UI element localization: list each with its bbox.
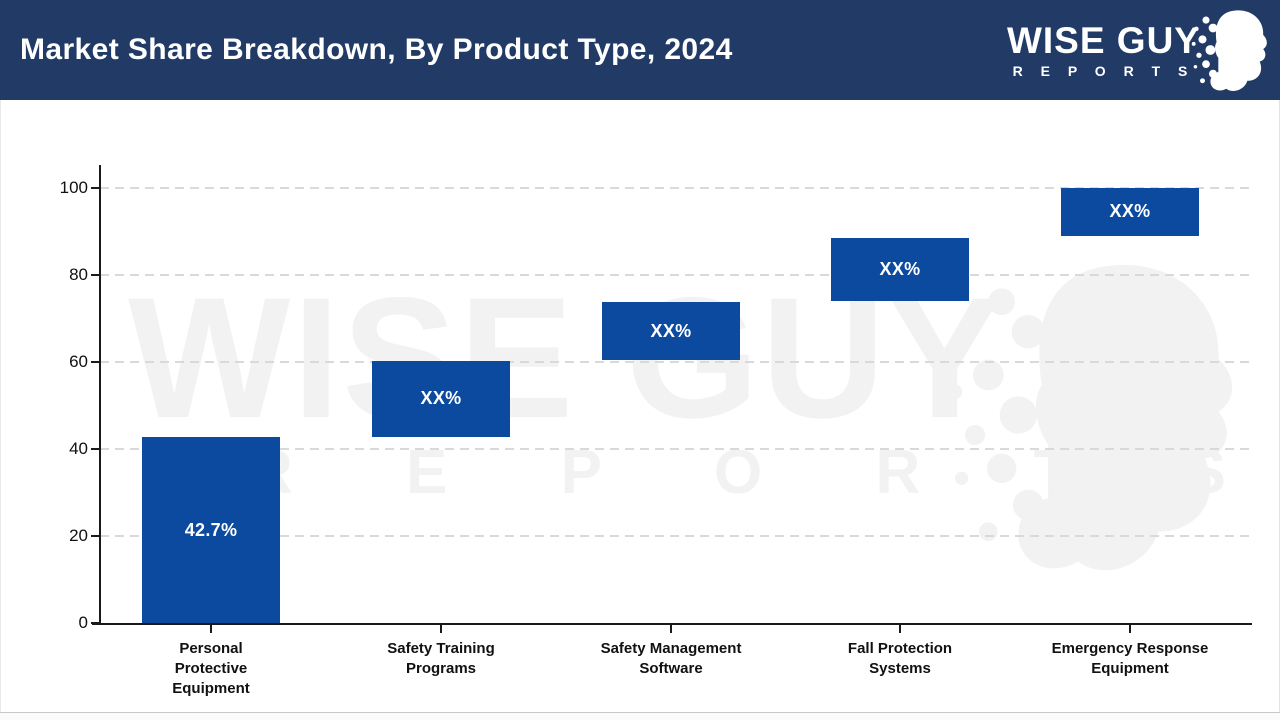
y-tick-label-80: 80 — [69, 265, 88, 284]
x-tick-mark — [210, 625, 212, 633]
bar-segment: XX% — [1061, 188, 1199, 236]
y-tick-label-20: 20 — [69, 526, 88, 545]
gridline-100 — [100, 187, 1252, 189]
wise-guy-reports-logo: WISE GUY R E P O R T S — [1007, 6, 1270, 94]
bar-segment: 42.7% — [142, 437, 280, 623]
bar-segment: XX% — [372, 360, 510, 438]
y-tick-mark-100 — [91, 187, 100, 189]
category-label: Safety Training Programs — [387, 640, 495, 677]
bar-value-label: XX% — [879, 258, 921, 279]
header-bar: Market Share Breakdown, By Product Type,… — [0, 0, 1280, 100]
gridline-40 — [100, 448, 1252, 450]
x-axis-line — [92, 623, 1252, 625]
bar-value-label: 42.7% — [184, 519, 238, 540]
bar-value-label: XX% — [1109, 201, 1151, 222]
logo-text: WISE GUY R E P O R T S — [1007, 22, 1200, 79]
gridline-80 — [100, 274, 1252, 276]
logo-subtitle: R E P O R T S — [1012, 62, 1195, 79]
logo-wordmark: WISE GUY — [1006, 19, 1200, 61]
x-tick-mark — [1129, 625, 1131, 633]
gridline-60 — [100, 361, 1252, 363]
bar-value-label: XX% — [650, 320, 692, 341]
gridline-20 — [100, 535, 1252, 537]
page-title: Market Share Breakdown, By Product Type,… — [20, 33, 733, 66]
y-tick-mark-0 — [91, 622, 100, 624]
category-label: Fall Protection Systems — [847, 640, 953, 677]
category-label: Personal Protective Equipment — [172, 640, 250, 697]
y-tick-mark-60 — [91, 361, 100, 363]
y-axis-line — [99, 165, 101, 625]
bar-segment: XX% — [602, 302, 740, 360]
y-tick-label-60: 60 — [69, 352, 88, 371]
dotted-face-profile-watermark — [947, 264, 1233, 571]
bar-value-label: XX% — [420, 388, 462, 409]
y-tick-label-0: 0 — [78, 613, 88, 632]
bar-segment: XX% — [831, 237, 969, 302]
x-tick-mark — [899, 625, 901, 633]
category-label: Safety Management Software — [600, 640, 742, 677]
x-tick-mark — [670, 625, 672, 633]
dotted-face-profile-icon — [1191, 10, 1267, 92]
x-tick-mark — [440, 625, 442, 633]
y-tick-mark-80 — [91, 274, 100, 276]
category-label: Emergency Response Equipment — [1051, 640, 1209, 677]
y-tick-label-40: 40 — [69, 439, 88, 458]
y-tick-mark-20 — [91, 535, 100, 537]
y-tick-mark-40 — [91, 448, 100, 450]
bottom-border-strip — [0, 712, 1280, 720]
y-tick-label-100: 100 — [59, 178, 88, 197]
